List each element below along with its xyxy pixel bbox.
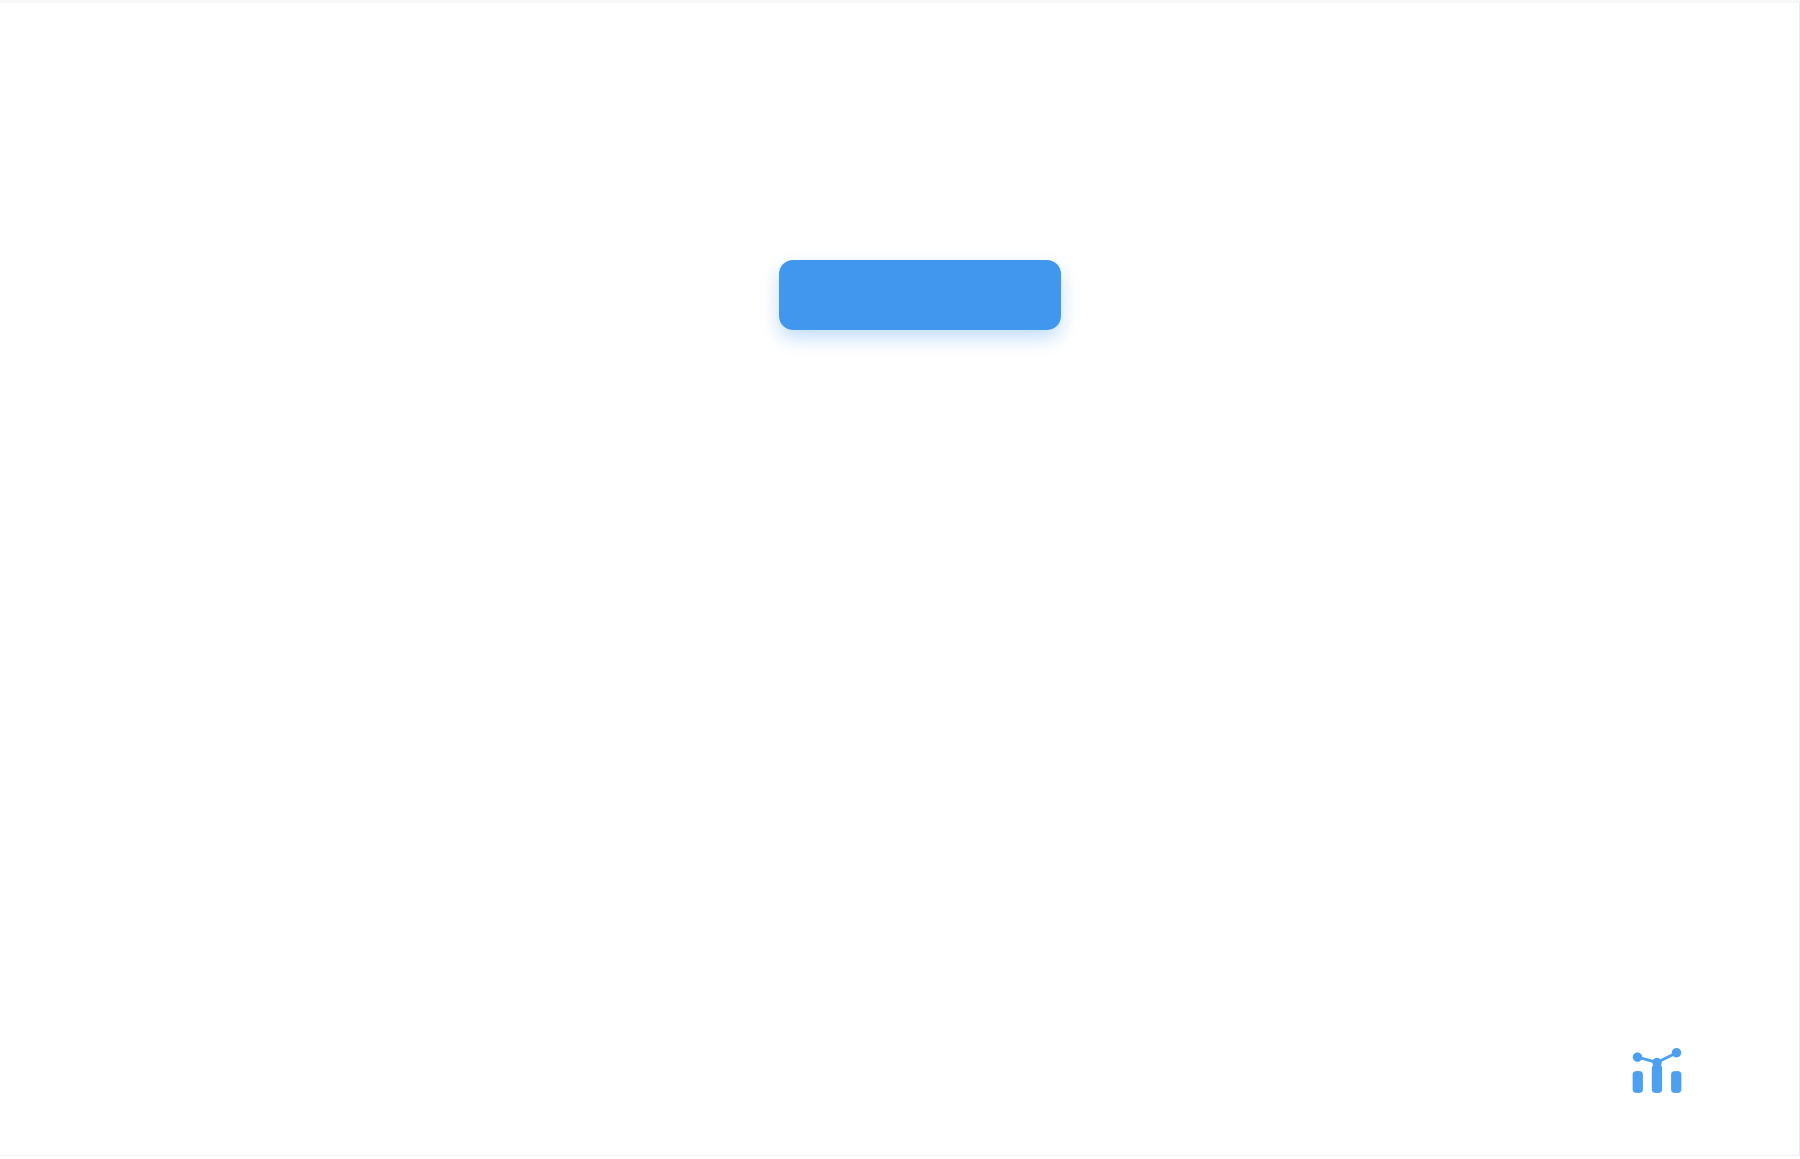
dimarket-logo	[1631, 1043, 1693, 1095]
bar-chart	[0, 3, 1800, 1159]
dimarket-logo-icon	[1632, 1047, 1682, 1093]
cagr-badge	[779, 260, 1061, 330]
